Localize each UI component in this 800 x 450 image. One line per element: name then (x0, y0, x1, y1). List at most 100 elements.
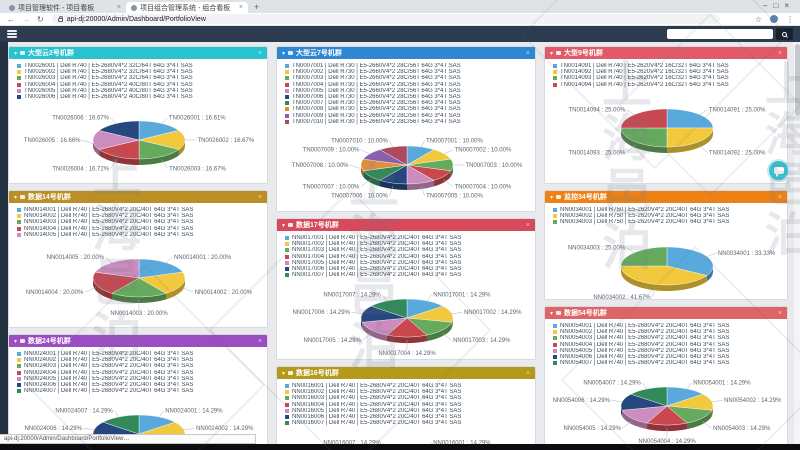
search-input[interactable] (667, 29, 773, 39)
pie-slice[interactable] (620, 265, 708, 285)
legend-item[interactable]: NN0054006 | Dell R740 | E5-2680V4*2 20C/… (553, 354, 779, 360)
page-scrollbar[interactable] (794, 42, 800, 444)
search-button[interactable] (776, 28, 793, 40)
pie-slice[interactable] (138, 139, 180, 160)
pie-slice[interactable] (138, 271, 186, 294)
pie-chart[interactable]: TN0014091 : 25.00% TN0014092 : 25.00% TN00… (553, 90, 781, 170)
pie-slice[interactable] (620, 127, 668, 147)
pie-chart[interactable]: NN0014001 : 20.00% NN0014002 : 20.00% NN00… (17, 240, 261, 320)
bookmark-star-icon[interactable]: ☆ (754, 14, 762, 24)
browser-tab-1[interactable]: 项目管理软件 - 项目看板 × (4, 2, 126, 13)
legend-item[interactable]: NN0016006 | Dell R740 | E5-2680V4*2 20C/… (285, 414, 527, 420)
maximize-icon[interactable]: □ (773, 1, 785, 10)
pie-slice[interactable] (92, 271, 140, 294)
legend-item[interactable]: NN0016001 | Dell R740 | E5-2680V4*2 20C/… (285, 383, 527, 389)
minimize-icon[interactable]: – (763, 1, 774, 10)
pie-chart[interactable]: NN0017001 : 14.29% NN0017002 : 14.29% NN00… (285, 280, 529, 359)
legend-item[interactable]: NN0024001 | Dell R740 | E5-2680V4*2 20C/… (17, 351, 259, 357)
hamburger-menu-icon[interactable] (7, 30, 17, 38)
legend-item[interactable]: NN0017006 | Dell R740 | E5-2680V4*2 20C/… (285, 266, 527, 272)
legend-item[interactable]: NN0054004 | Dell R740 | E5-2680V4*2 20C/… (553, 342, 779, 348)
legend-item[interactable]: TN0026001 | Dell R740 | E5-2680V4*2 32C/… (17, 63, 259, 69)
pie-slice[interactable] (98, 139, 140, 160)
legend-item[interactable]: TN0007008 | Dell R730 | E5-2660V4*2 28C/… (285, 106, 527, 112)
legend-item[interactable]: NN0024004 | Dell R740 | E5-2680V4*2 20C/… (17, 370, 259, 376)
collapse-icon[interactable]: ▾ (550, 194, 554, 201)
legend-item[interactable]: NN0017002 | Dell R740 | E5-2680V4*2 20C/… (285, 241, 527, 247)
pie-slice[interactable] (620, 108, 668, 128)
collapse-icon[interactable]: ▾ (550, 310, 554, 317)
collapse-icon[interactable]: ▾ (14, 50, 18, 57)
panel-close-icon[interactable]: × (777, 193, 782, 201)
back-icon[interactable]: ← (7, 14, 15, 24)
legend-item[interactable]: NN0017007 | Dell R740 | E5-2680V4*2 20C/… (285, 272, 527, 278)
tab-close-icon[interactable]: × (238, 4, 243, 11)
close-icon[interactable]: × (784, 1, 795, 10)
legend-item[interactable]: NN0016004 | Dell R740 | E5-2680V4*2 20C/… (285, 402, 527, 408)
legend-item[interactable]: TN0007001 | Dell R730 | E5-2660V4*2 28C/… (285, 63, 527, 69)
collapse-icon[interactable]: ▾ (14, 338, 18, 345)
pie-chart[interactable]: NN0034001 : 33.33% NN0034002 : 41.67% NN00… (553, 228, 781, 299)
legend-item[interactable]: NN0054005 | Dell R740 | E5-2680V4*2 20C/… (553, 348, 779, 354)
window-controls[interactable]: –□× (763, 1, 795, 10)
legend-item[interactable]: NN0034001 | Dell R750 | E5-2620V4*2 20C/… (553, 207, 779, 213)
panel-close-icon[interactable]: × (257, 49, 262, 57)
legend-item[interactable]: NN0024007 | Dell R740 | E5-2680V4*2 20C/… (17, 388, 259, 394)
legend-item[interactable]: NN0054003 | Dell R740 | E5-2680V4*2 20C/… (553, 335, 779, 341)
legend-item[interactable]: TN0026003 | Dell R740 | E5-2680V4*2 32C/… (17, 75, 259, 81)
legend-item[interactable]: NN0017001 | Dell R740 | E5-2680V4*2 20C/… (285, 235, 527, 241)
legend-item[interactable]: NN0024003 | Dell R740 | E5-2680V4*2 20C/… (17, 363, 259, 369)
legend-item[interactable]: NN0014004 | Dell R740 | E5-2680V4*2 20C/… (17, 226, 259, 232)
pie-slice[interactable] (666, 127, 714, 147)
legend-item[interactable]: TN0026002 | Dell R740 | E5-2680V4*2 32C/… (17, 69, 259, 75)
legend-item[interactable]: NN0014002 | Dell R740 | E5-2680V4*2 20C/… (17, 213, 259, 219)
legend-item[interactable]: TN0007007 | Dell R730 | E5-2660V4*2 28C/… (285, 100, 527, 106)
pie-slice[interactable] (111, 277, 167, 298)
collapse-icon[interactable]: ▾ (282, 222, 286, 229)
collapse-icon[interactable]: ▾ (14, 194, 18, 201)
legend-item[interactable]: TN0014094 | Dell R740 | E5-2620V4*2 16C/… (553, 82, 779, 88)
panel-close-icon[interactable]: × (525, 49, 530, 57)
legend-item[interactable]: NN0017003 | Dell R740 | E5-2680V4*2 20C/… (285, 247, 527, 253)
legend-item[interactable]: TN0014092 | Dell R740 | E5-2620V4*2 16C/… (553, 69, 779, 75)
chat-fab-button[interactable] (767, 159, 790, 182)
tab-close-icon[interactable]: × (116, 4, 121, 11)
legend-item[interactable]: TN0026004 | Dell R740 | E5-2680V4*2 40C/… (17, 82, 259, 88)
forward-icon[interactable]: → (22, 14, 30, 24)
legend-item[interactable]: TN0007006 | Dell R730 | E5-2660V4*2 28C/… (285, 94, 527, 100)
legend-item[interactable]: NN0014005 | Dell R740 | E5-2680V4*2 20C/… (17, 232, 259, 238)
legend-item[interactable]: TN0014093 | Dell R740 | E5-2620V4*2 16C/… (553, 75, 779, 81)
url-text[interactable]: api-dj:20000/Admin/Dashboard/PortfolioVi… (66, 15, 206, 23)
collapse-icon[interactable]: ▾ (282, 370, 286, 377)
legend-item[interactable]: NN0024006 | Dell R740 | E5-2680V4*2 20C/… (17, 382, 259, 388)
browser-tab-2[interactable]: 项目组合管理系统 - 组合看板 × (126, 2, 248, 13)
legend-item[interactable]: NN0016007 | Dell R740 | E5-2680V4*2 20C/… (285, 420, 527, 426)
legend-item[interactable]: TN0007004 | Dell R730 | E5-2660V4*2 28C/… (285, 82, 527, 88)
legend-item[interactable]: NN0024005 | Dell R740 | E5-2680V4*2 20C/… (17, 376, 259, 382)
scrollbar-thumb[interactable] (794, 44, 800, 116)
new-tab-button[interactable]: + (254, 2, 260, 12)
panel-close-icon[interactable]: × (257, 337, 262, 345)
legend-item[interactable]: TN0007005 | Dell R730 | E5-2660V4*2 28C/… (285, 88, 527, 94)
legend-item[interactable]: NN0054001 | Dell R740 | E5-2680V4*2 20C/… (553, 323, 779, 329)
panel-close-icon[interactable]: × (525, 221, 530, 229)
pie-chart[interactable]: NN0054001 : 14.29% NN0054002 : 14.29% NN00… (553, 368, 783, 444)
pie-slice[interactable] (666, 108, 714, 128)
legend-item[interactable]: NN0016005 | Dell R740 | E5-2680V4*2 20C/… (285, 408, 527, 414)
legend-item[interactable]: TN0007002 | Dell R730 | E5-2660V4*2 28C/… (285, 69, 527, 75)
browser-menu-icon[interactable]: ⋮ (786, 14, 794, 24)
collapsed-sidebar[interactable] (0, 42, 8, 444)
legend-item[interactable]: NN0054007 | Dell R740 | E5-2680V4*2 20C/… (553, 360, 779, 366)
legend-item[interactable]: TN0026005 | Dell R740 | E5-2680V4*2 40C/… (17, 88, 259, 94)
legend-item[interactable]: NN0016002 | Dell R740 | E5-2680V4*2 20C/… (285, 389, 527, 395)
legend-item[interactable]: TN0007009 | Dell R730 | E5-2660V4*2 28C/… (285, 113, 527, 119)
legend-item[interactable]: TN0007010 | Dell R730 | E5-2660V4*2 28C/… (285, 119, 527, 125)
panel-close-icon[interactable]: × (257, 193, 262, 201)
legend-item[interactable]: NN0014001 | Dell R740 | E5-2680V4*2 20C/… (17, 207, 259, 213)
panel-close-icon[interactable]: × (777, 309, 782, 317)
panel-close-icon[interactable]: × (777, 49, 782, 57)
legend-item[interactable]: NN0016003 | Dell R740 | E5-2680V4*2 20C/… (285, 395, 527, 401)
url-field[interactable]: api-dj:20000/Admin/Dashboard/PortfolioVi… (51, 14, 720, 24)
legend-item[interactable]: NN0034002 | Dell R750 | E5-2620V4*2 20C/… (553, 213, 779, 219)
legend-item[interactable]: TN0007003 | Dell R730 | E5-2660V4*2 28C/… (285, 75, 527, 81)
